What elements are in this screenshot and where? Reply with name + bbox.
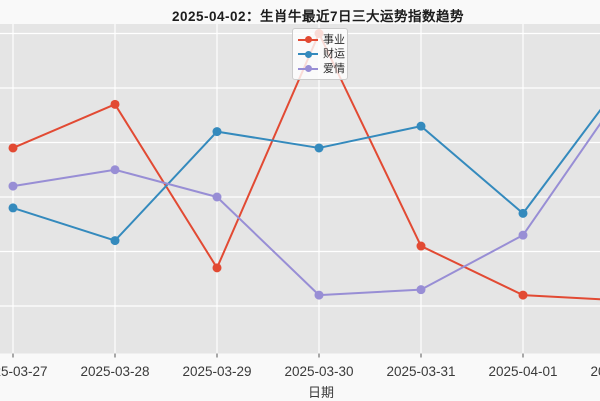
legend-item-love: 爱情 (298, 62, 345, 76)
x-tick-label: 2025-03-28 (80, 364, 149, 379)
data-point (110, 165, 120, 175)
data-point (110, 236, 120, 246)
x-tick-label: 2025-03-30 (284, 364, 353, 379)
legend-label-wealth: 财运 (323, 48, 345, 60)
x-tick-label: 2025-04-01 (488, 364, 557, 379)
data-point (8, 203, 18, 213)
data-point (212, 127, 222, 137)
data-point (416, 121, 426, 131)
data-point (518, 208, 528, 218)
data-point (110, 99, 120, 109)
x-tick-label: 2025-03-29 (182, 364, 251, 379)
chart-title: 2025-04-02：生肖牛最近7日三大运势指数趋势 (171, 9, 465, 24)
love-line-marker-icon (298, 65, 318, 73)
x-tick-label: 2025-03-31 (386, 364, 455, 379)
data-point (518, 230, 528, 240)
career-line-marker-icon (298, 36, 318, 44)
legend-label-love: 爱情 (323, 62, 345, 75)
legend: 事业 财运 爱情 (292, 28, 348, 80)
data-point (314, 143, 324, 153)
x-axis-title: 日期 (307, 385, 335, 400)
data-point (8, 181, 18, 191)
x-tick-label: 2025-03-27 (0, 364, 48, 379)
data-point (416, 285, 426, 295)
legend-item-career: 事业 (298, 33, 345, 47)
wealth-line-marker-icon (298, 50, 318, 58)
x-tick-label: 2025-04-02 (590, 364, 600, 379)
data-point (212, 192, 222, 202)
legend-item-wealth: 财运 (298, 47, 345, 61)
data-point (518, 290, 528, 300)
data-point (314, 290, 324, 300)
data-point (416, 241, 426, 251)
data-point (212, 263, 222, 273)
data-point (8, 143, 18, 153)
legend-label-career: 事业 (323, 33, 345, 46)
